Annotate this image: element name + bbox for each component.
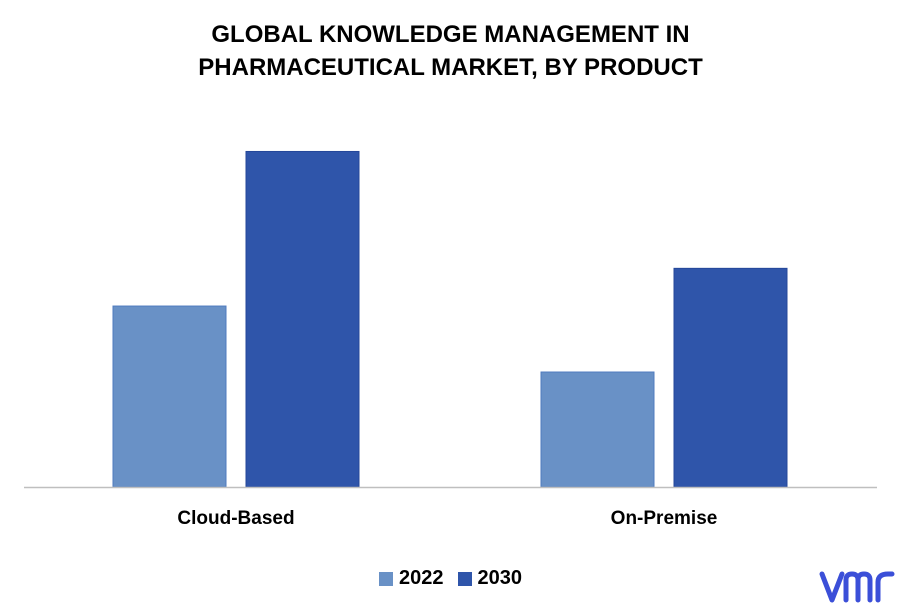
- legend-swatch-2022: [379, 571, 393, 586]
- legend-label-2030: 2030: [477, 567, 523, 589]
- bar-on-premise-2022: [540, 371, 655, 488]
- bar-cloud-based-2030: [245, 150, 360, 488]
- legend-item-2030: 2030: [457, 567, 523, 590]
- chart-title-line-2: PHARMACEUTICAL MARKET, BY PRODUCT: [198, 54, 703, 81]
- bar-on-premise-2030: [673, 267, 788, 488]
- legend-swatch-2030: [457, 571, 472, 586]
- vmr-logo: [819, 571, 895, 603]
- x-tick-label-on-premise: On-Premise: [611, 508, 718, 529]
- legend: 2022 2030: [0, 567, 901, 590]
- chart-title: GLOBAL KNOWLEDGE MANAGEMENT IN PHARMACEU…: [0, 18, 901, 84]
- bar-cloud-based-2022: [112, 305, 227, 488]
- legend-item-2022: 2022: [379, 567, 444, 590]
- legend-label-2022: 2022: [399, 567, 444, 589]
- x-tick-label-cloud-based: Cloud-Based: [177, 508, 294, 529]
- chart-title-line-1: GLOBAL KNOWLEDGE MANAGEMENT IN: [211, 21, 690, 48]
